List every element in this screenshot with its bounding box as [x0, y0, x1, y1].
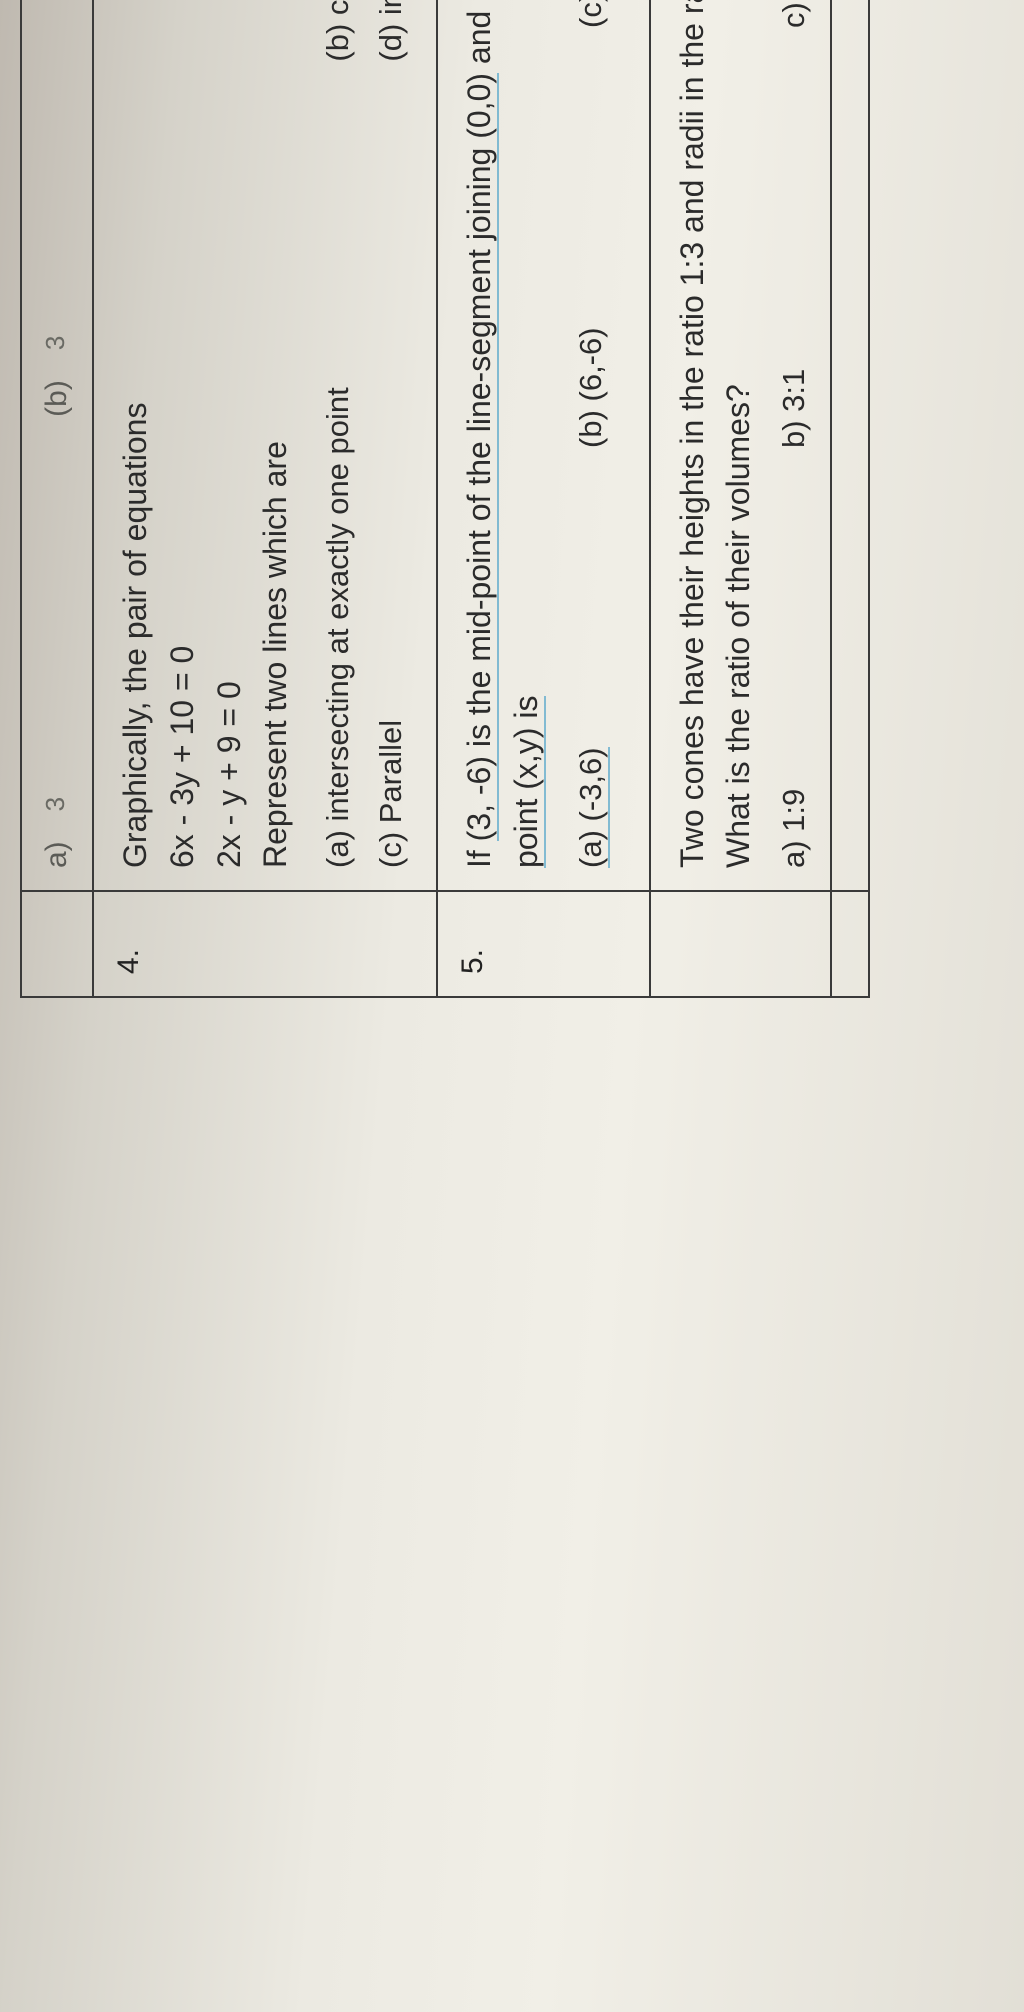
q4-opt-b: (b) coincident	[312, 0, 365, 62]
pb-body	[831, 0, 869, 891]
frag-a: a)	[40, 841, 74, 868]
q6-opt-b: b) 3:1	[776, 28, 812, 448]
q4-options: (a) intersecting at exactly one point (b…	[312, 0, 418, 868]
partial-cell: a) 3 (b) 3 (c) 3 3	[21, 0, 93, 891]
q5-l1b: (3, -6) is the mid-point of the line-seg…	[461, 73, 497, 841]
q5-body: If (3, -6) is the mid-point of the line-…	[437, 0, 650, 891]
q6-body: Two cones have their heights in the rati…	[650, 0, 831, 891]
q6-line2: What is the ratio of their volumes?	[715, 0, 761, 868]
q5-opt-c: (c) (6,-12)	[573, 0, 631, 28]
q5-opt-a-text: (a) (-3,6)	[573, 747, 608, 868]
frag-b: (b)	[40, 380, 74, 417]
q4-opt-c: (c) Parallel	[365, 62, 418, 868]
q5-line1: If (3, -6) is the mid-point of the line-…	[456, 0, 502, 868]
q6-row: Two cones have their heights in the rati…	[650, 0, 831, 997]
q4-body: Graphically, the pair of equations 6x - …	[93, 0, 437, 891]
exam-sheet: a) 3 (b) 3 (c) 3 3 4.	[0, 0, 1024, 2012]
q6-opt-a: a) 1:9	[776, 448, 812, 868]
q4-opt-d: (d) intersecting at exactly two points	[365, 0, 418, 62]
q6-options: a) 1:9 b) 3:1 c) 1:3 d) none of these	[776, 0, 812, 868]
q4-line2: Represent two lines which are	[252, 0, 298, 868]
q5-number: 5.	[437, 891, 650, 997]
frag-b-val: 3	[40, 336, 74, 350]
q4-number: 4.	[93, 891, 437, 997]
q6-number	[650, 891, 831, 997]
q5-row: 5. If (3, -6) is the mid-point of the li…	[437, 0, 650, 997]
frag-a-val: 3	[40, 797, 74, 811]
q5-l1a: If	[461, 841, 497, 868]
q5-l2: point (x,y) is	[508, 696, 544, 868]
questions-table: a) 3 (b) 3 (c) 3 3 4.	[20, 0, 870, 998]
pb-qnum	[831, 891, 869, 997]
q4-line1: Graphically, the pair of equations	[112, 0, 158, 868]
q6-line1: Two cones have their heights in the rati…	[669, 0, 715, 868]
q5-l1c: and (x,y),	[461, 0, 497, 73]
q5-opt-a: (a) (-3,6)	[573, 448, 631, 868]
q5-opt-b: (b) (6,-6)	[573, 28, 631, 448]
q5-options: (a) (-3,6) (b) (6,-6) (c) (6,-12) (d) (3…	[573, 0, 631, 868]
q4-row: 4. Graphically, the pair of equations 6x…	[93, 0, 437, 997]
q4-eq1: 6x - 3y + 10 = 0	[160, 0, 205, 868]
q6-opt-c: c) 1:3	[776, 0, 812, 28]
q4-eq2: 2x - y + 9 = 0	[207, 0, 252, 868]
partial-bottom-row	[831, 0, 869, 997]
q5-line2: point (x,y) is	[503, 0, 549, 868]
rotated-content: a) 3 (b) 3 (c) 3 3 4.	[0, 0, 1024, 1024]
q4-opt-a: (a) intersecting at exactly one point	[312, 62, 365, 868]
partial-top-row: a) 3 (b) 3 (c) 3 3	[21, 0, 93, 997]
partial-qnum	[21, 891, 93, 997]
